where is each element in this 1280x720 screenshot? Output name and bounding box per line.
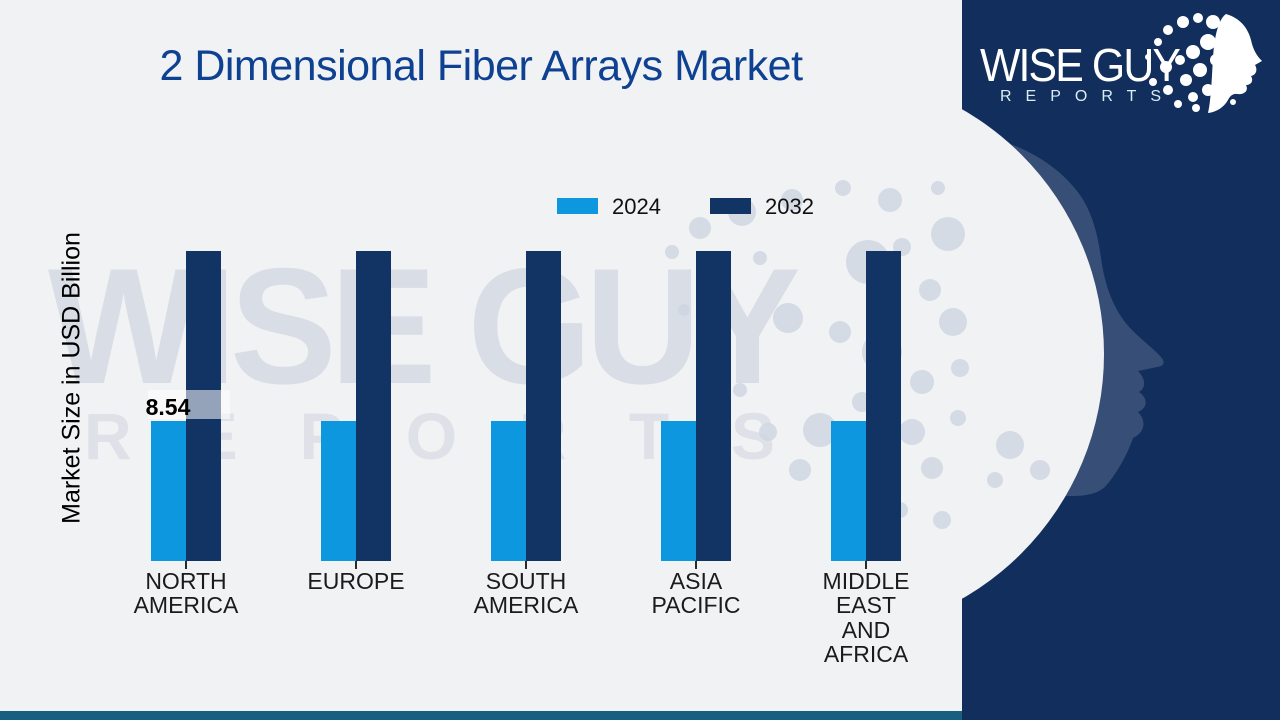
category-label: EUROPE [307, 568, 405, 594]
category-label: SOUTH AMERICA [473, 568, 579, 619]
background-circle [540, 72, 1104, 636]
bar-2032 [356, 251, 391, 561]
bar-group-north-america: NORTH AMERICA 8.54 [134, 0, 238, 720]
bar-2032 [696, 251, 731, 561]
axis-tick [525, 561, 527, 569]
watermark-brand-name: WISE GUY [48, 234, 801, 418]
bar-group-asia-pacific: ASIA PACIFIC [651, 0, 741, 720]
bar-2024 [491, 421, 526, 561]
category-label: ASIA PACIFIC [651, 568, 741, 619]
bar-2024 [151, 421, 186, 561]
page-title: 2 Dimensional Fiber Arrays Market [159, 42, 803, 90]
bar-group-europe: EUROPE [307, 0, 405, 720]
category-label: MIDDLE EAST AND AFRICA [822, 568, 910, 668]
value-label-2024-north-america: 8.54 [145, 394, 191, 420]
bar-2024 [321, 421, 356, 561]
footer-accent-bar [0, 711, 1280, 720]
bar-2024 [831, 421, 866, 561]
axis-tick [695, 561, 697, 569]
bar-2024 [661, 421, 696, 561]
bar-2032 [526, 251, 561, 561]
bar-2032 [866, 251, 901, 561]
value-label-highlight [148, 390, 230, 419]
axis-tick [865, 561, 867, 569]
axis-tick [185, 561, 187, 569]
category-label: NORTH AMERICA [133, 568, 239, 619]
bar-group-south-america: SOUTH AMERICA [474, 0, 578, 720]
axis-tick [355, 561, 357, 569]
bar-group-middle-east-and-africa: MIDDLE EAST AND AFRICA [823, 0, 909, 720]
